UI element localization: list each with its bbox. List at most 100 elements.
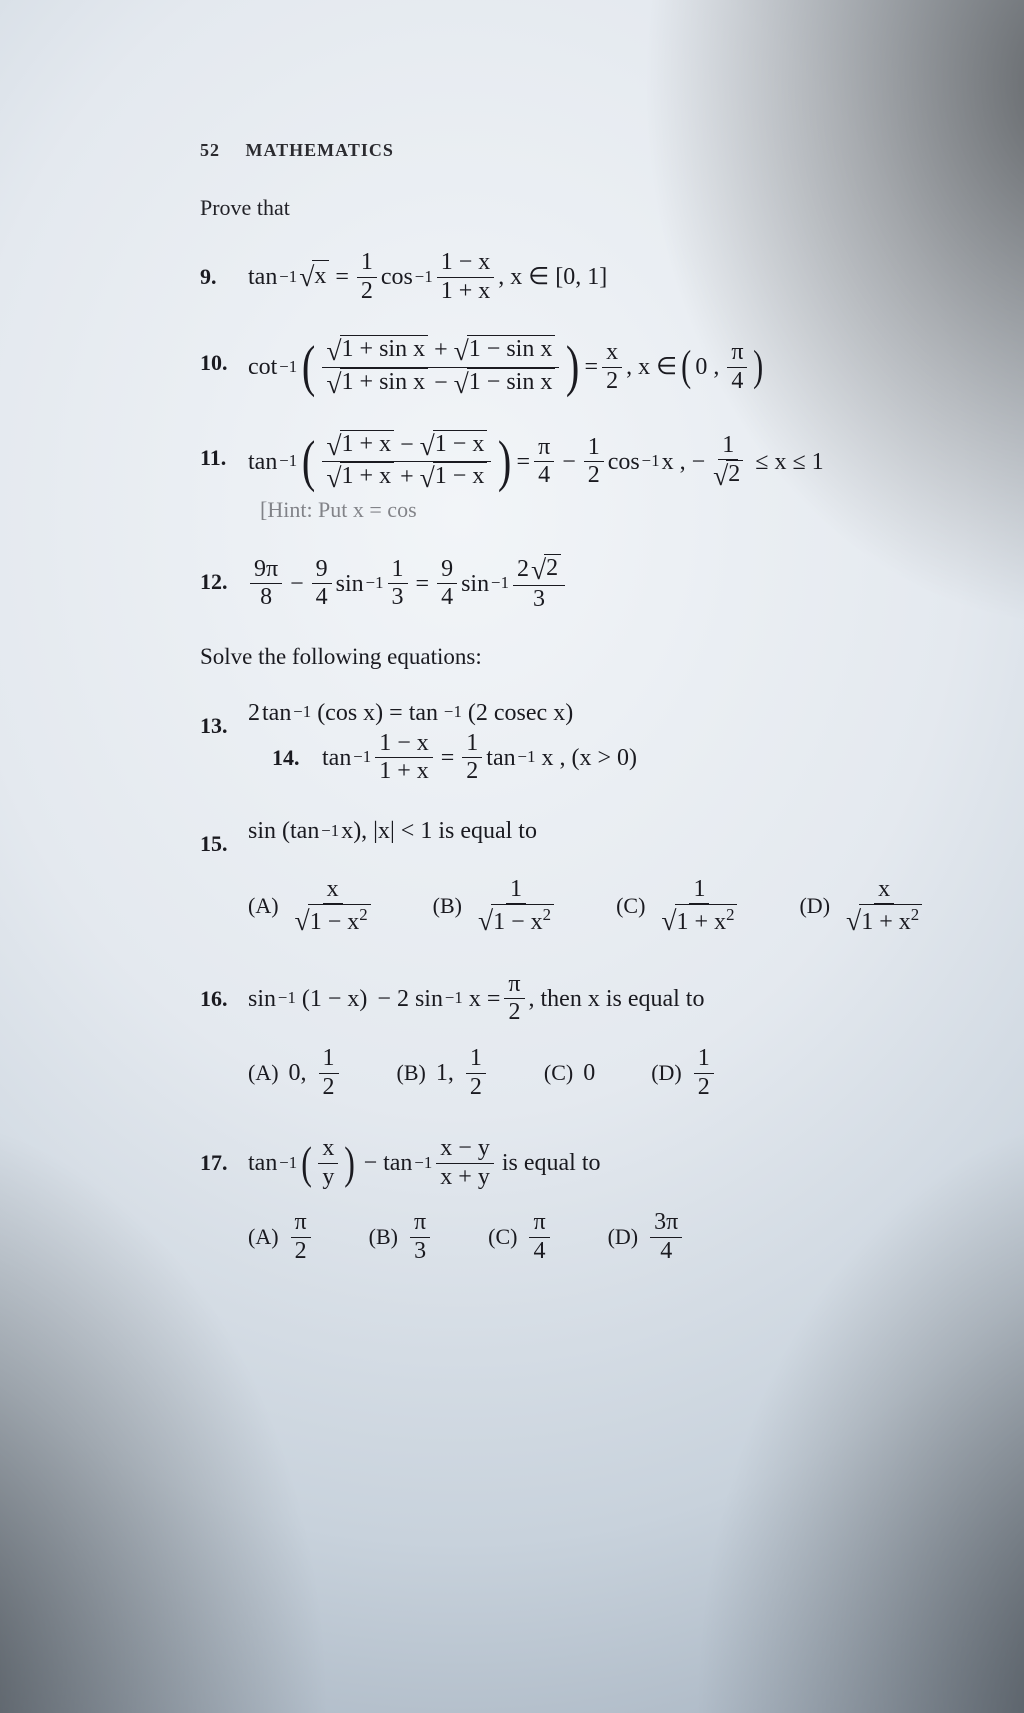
option-a: (A) 0, 1 2: [248, 1045, 341, 1101]
fraction: 1 2: [462, 730, 482, 786]
fraction: x y: [318, 1135, 338, 1191]
paren-right: ): [498, 439, 511, 485]
fraction: 1 2: [709, 432, 747, 492]
page-number: 52: [200, 140, 240, 161]
exp: −1: [321, 821, 339, 842]
fn-sin: sin: [415, 984, 443, 1014]
paren-left: (: [681, 350, 691, 385]
question-number: 13.: [200, 698, 248, 740]
exp: −1: [642, 451, 660, 472]
fraction: π 4: [534, 434, 554, 490]
fn-tan: tan: [405, 698, 442, 728]
option-b: (B) 1 1 − x2: [433, 876, 560, 937]
domain: , (x > 0): [559, 743, 637, 773]
fraction: 1 − x 1 + x: [437, 249, 495, 305]
equals: =: [331, 262, 353, 292]
paren-right: ): [345, 1145, 356, 1181]
fn-tan: tan: [248, 447, 277, 477]
exp: −1: [279, 357, 297, 378]
equals: =: [585, 352, 599, 382]
question-16: 16. sin −1 (1 − x) − 2 sin −1 x = π 2 , …: [200, 971, 964, 1027]
option-c: (C) 1 1 + x2: [616, 876, 743, 937]
question-11: 11. tan −1 ( 1 + x − 1 − x 1 + x + 1 − x…: [200, 430, 964, 524]
textbook-page: 52 MATHEMATICS Prove that 9. tan −1 x = …: [0, 0, 1024, 1326]
paren-right: ): [566, 344, 579, 390]
question-number: 15.: [200, 816, 248, 858]
exp: −1: [279, 1153, 297, 1174]
option-d: (D) 3π 4: [608, 1209, 685, 1265]
question-body: cot −1 ( 1 + sin x + 1 − sin x 1 + sin x…: [248, 335, 964, 399]
fn-sin: sin: [461, 569, 489, 599]
paren-left: (: [301, 1145, 312, 1181]
fn-tan: tan: [383, 1148, 412, 1178]
fraction: x − y x + y: [436, 1135, 494, 1191]
fraction: 1 3: [388, 556, 408, 612]
option-c: (C) π 4: [488, 1209, 551, 1265]
fraction: 9 4: [437, 556, 457, 612]
section-heading-prove: Prove that: [200, 195, 964, 221]
question-10: 10. cot −1 ( 1 + sin x + 1 − sin x 1 + s…: [200, 335, 964, 399]
option-d: (D) 1 2: [651, 1045, 716, 1101]
hint-text: [Hint: Put x = cos: [260, 496, 417, 524]
question-number: 17.: [200, 1135, 248, 1177]
option-b: (B) 1, 1 2: [397, 1045, 488, 1101]
fn-tan: tan: [486, 743, 515, 773]
question-body: tan −1 x = 1 2 cos −1 1 − x 1 + x , x ∈ …: [248, 249, 964, 305]
fn-cos: cos: [381, 262, 413, 292]
question-13-14-row: 13. 2 tan −1 (cos x) = tan −1 (2 cosec x…: [200, 698, 964, 786]
fn-tan: tan: [322, 743, 351, 773]
fn-tan: tan: [248, 262, 277, 292]
fraction: x 2: [602, 339, 622, 395]
question-number: 14.: [272, 744, 320, 772]
chapter-title: MATHEMATICS: [246, 140, 394, 160]
fraction: 9π 8: [250, 556, 282, 612]
fn-cot: cot: [248, 352, 277, 382]
fraction: 2 2 3: [513, 554, 565, 614]
question-body: tan −1 ( 1 + x − 1 − x 1 + x + 1 − x ) =…: [248, 430, 964, 524]
fn-cos: cos: [608, 447, 640, 477]
question-number: 16.: [200, 971, 248, 1013]
question-15-options: (A) x 1 − x2 (B) 1 1 − x2 (C) 1 1: [248, 876, 964, 937]
fraction: π 2: [504, 971, 524, 1027]
exp: −1: [366, 573, 384, 594]
option-c: (C) 0: [544, 1060, 595, 1087]
fn-tan: tan: [262, 698, 291, 728]
question-17-options: (A) π 2 (B) π 3 (C) π 4 (D) 3π 4: [248, 1209, 964, 1265]
exp: −1: [518, 747, 536, 768]
equals: =: [487, 984, 501, 1014]
fraction: 1 2: [584, 434, 604, 490]
question-body: 2 tan −1 (cos x) = tan −1 (2 cosec x) 14…: [248, 698, 964, 786]
exp: −1: [491, 573, 509, 594]
option-b: (B) π 3: [369, 1209, 432, 1265]
question-9: 9. tan −1 x = 1 2 cos −1 1 − x 1 + x , x…: [200, 249, 964, 305]
fraction: 1 2: [357, 249, 377, 305]
exp: −1: [279, 451, 297, 472]
paren-left: (: [302, 344, 315, 390]
question-15: 15. sin (tan −1 x), |x| < 1 is equal to: [200, 816, 964, 858]
domain: , x ∈ [0, 1]: [498, 262, 607, 292]
domain-prefix: , x ∈: [626, 352, 677, 382]
equals: =: [517, 447, 531, 477]
question-number: 12.: [200, 554, 248, 596]
fn-sin: sin: [248, 984, 276, 1014]
equals: =: [389, 698, 403, 728]
equals: =: [412, 569, 434, 599]
question-number: 10.: [200, 335, 248, 377]
question-12: 12. 9π 8 − 9 4 sin −1 1 3 = 9 4 sin −1: [200, 554, 964, 614]
question-body: sin −1 (1 − x) − 2 sin −1 x = π 2 , then…: [248, 971, 964, 1027]
exp: −1: [279, 267, 297, 288]
fraction: 1 + sin x + 1 − sin x 1 + sin x − 1 − si…: [322, 335, 559, 399]
exp: −1: [445, 988, 463, 1009]
equals: =: [437, 743, 459, 773]
exp: −1: [353, 747, 371, 768]
sqrt: x: [299, 260, 329, 294]
question-body: sin (tan −1 x), |x| < 1 is equal to: [248, 816, 964, 846]
question-16-options: (A) 0, 1 2 (B) 1, 1 2 (C) 0 (D) 1 2: [248, 1045, 964, 1101]
question-17: 17. tan −1 ( x y ) − tan −1 x − y x + y …: [200, 1135, 964, 1191]
fn-sin: sin: [336, 569, 364, 599]
exp: −1: [444, 702, 462, 723]
exp: −1: [293, 702, 311, 723]
fraction: 1 − x 1 + x: [375, 730, 433, 786]
question-body: tan −1 ( x y ) − tan −1 x − y x + y is e…: [248, 1135, 964, 1191]
exp: −1: [415, 267, 433, 288]
